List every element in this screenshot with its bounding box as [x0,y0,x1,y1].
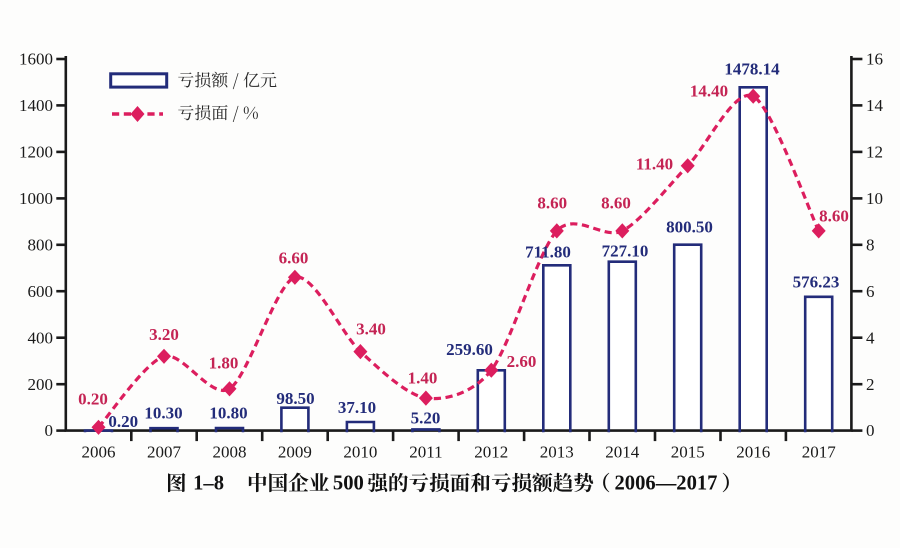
svg-text:14.40: 14.40 [690,82,728,101]
svg-text:1–8: 1–8 [193,472,224,494]
svg-text:2015: 2015 [671,443,705,462]
svg-text:1478.14: 1478.14 [724,60,780,79]
svg-text:5.20: 5.20 [411,409,441,428]
svg-text:0.20: 0.20 [108,412,138,431]
svg-text:11.40: 11.40 [636,155,673,174]
svg-text:37.10: 37.10 [338,398,376,417]
svg-text:6.60: 6.60 [279,249,309,268]
svg-text:576.23: 576.23 [793,273,840,292]
svg-text:16: 16 [866,50,883,69]
svg-text:1600: 1600 [19,50,53,69]
svg-text:10.80: 10.80 [209,404,247,423]
svg-text:500: 500 [333,472,364,494]
svg-text:0: 0 [866,421,875,440]
svg-text:8.60: 8.60 [601,194,631,213]
svg-text:8.60: 8.60 [537,194,567,213]
svg-text:1400: 1400 [19,96,53,115]
svg-text:1.40: 1.40 [408,369,438,388]
svg-text:400: 400 [28,328,54,347]
svg-text:4: 4 [866,328,875,347]
svg-text:2016: 2016 [736,443,770,462]
svg-text:14: 14 [866,96,884,115]
svg-text:2013: 2013 [540,443,574,462]
svg-text:0: 0 [45,421,54,440]
svg-text:2010: 2010 [343,443,377,462]
svg-text:727.10: 727.10 [602,242,649,261]
svg-text:711.80: 711.80 [525,243,571,262]
svg-text:1200: 1200 [19,143,53,162]
svg-text:2017: 2017 [802,443,837,462]
svg-text:800: 800 [28,235,54,254]
svg-text:1000: 1000 [19,189,53,208]
svg-text:10.30: 10.30 [144,404,182,423]
svg-text:800.50: 800.50 [666,218,713,237]
svg-text:2009: 2009 [278,443,312,462]
svg-text:1.80: 1.80 [209,354,239,373]
svg-text:2: 2 [866,375,875,394]
svg-text:8.60: 8.60 [819,207,849,226]
svg-text:2006: 2006 [82,443,116,462]
svg-text:200: 200 [28,375,54,394]
svg-text:8: 8 [866,235,875,254]
svg-text:10: 10 [866,189,883,208]
svg-text:2006—2017: 2006—2017 [615,472,718,494]
svg-text:0.20: 0.20 [78,390,108,409]
svg-text:2014: 2014 [605,443,640,462]
svg-text:3.40: 3.40 [356,320,386,339]
svg-text:6: 6 [866,282,875,301]
svg-text:600: 600 [28,282,54,301]
svg-text:2012: 2012 [474,443,508,462]
svg-text:3.20: 3.20 [149,325,179,344]
svg-text:2.60: 2.60 [507,352,537,371]
svg-text:2007: 2007 [147,443,182,462]
svg-text:2011: 2011 [409,443,442,462]
svg-text:2008: 2008 [213,443,247,462]
svg-text:259.60: 259.60 [446,340,493,359]
svg-text:12: 12 [866,143,883,162]
svg-text:98.50: 98.50 [276,389,314,408]
